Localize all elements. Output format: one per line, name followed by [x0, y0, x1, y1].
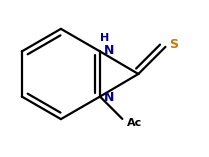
Text: N: N	[104, 44, 114, 57]
Text: H: H	[100, 33, 109, 43]
Text: Ac: Ac	[127, 118, 142, 128]
Text: S: S	[169, 38, 178, 51]
Text: N: N	[104, 91, 114, 104]
